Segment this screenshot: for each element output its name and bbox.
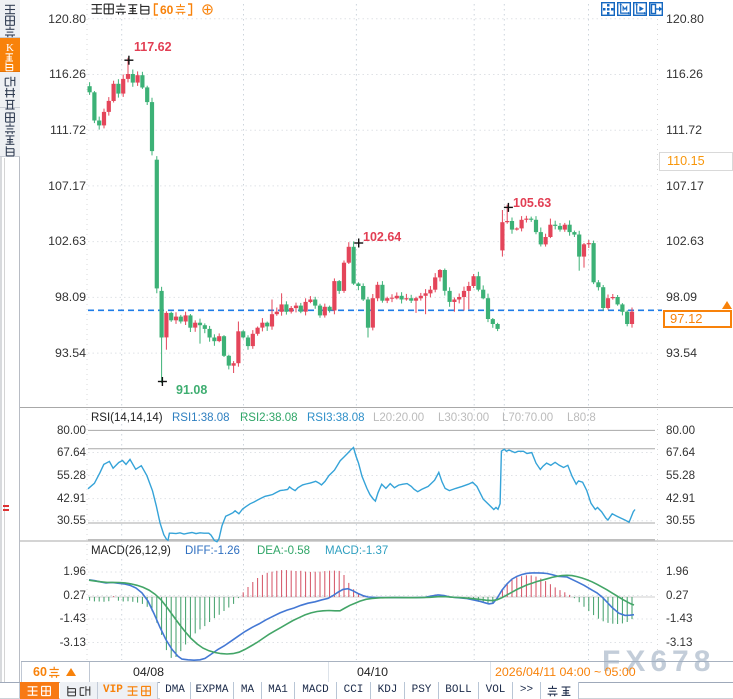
svg-text:K: K xyxy=(6,42,14,54)
